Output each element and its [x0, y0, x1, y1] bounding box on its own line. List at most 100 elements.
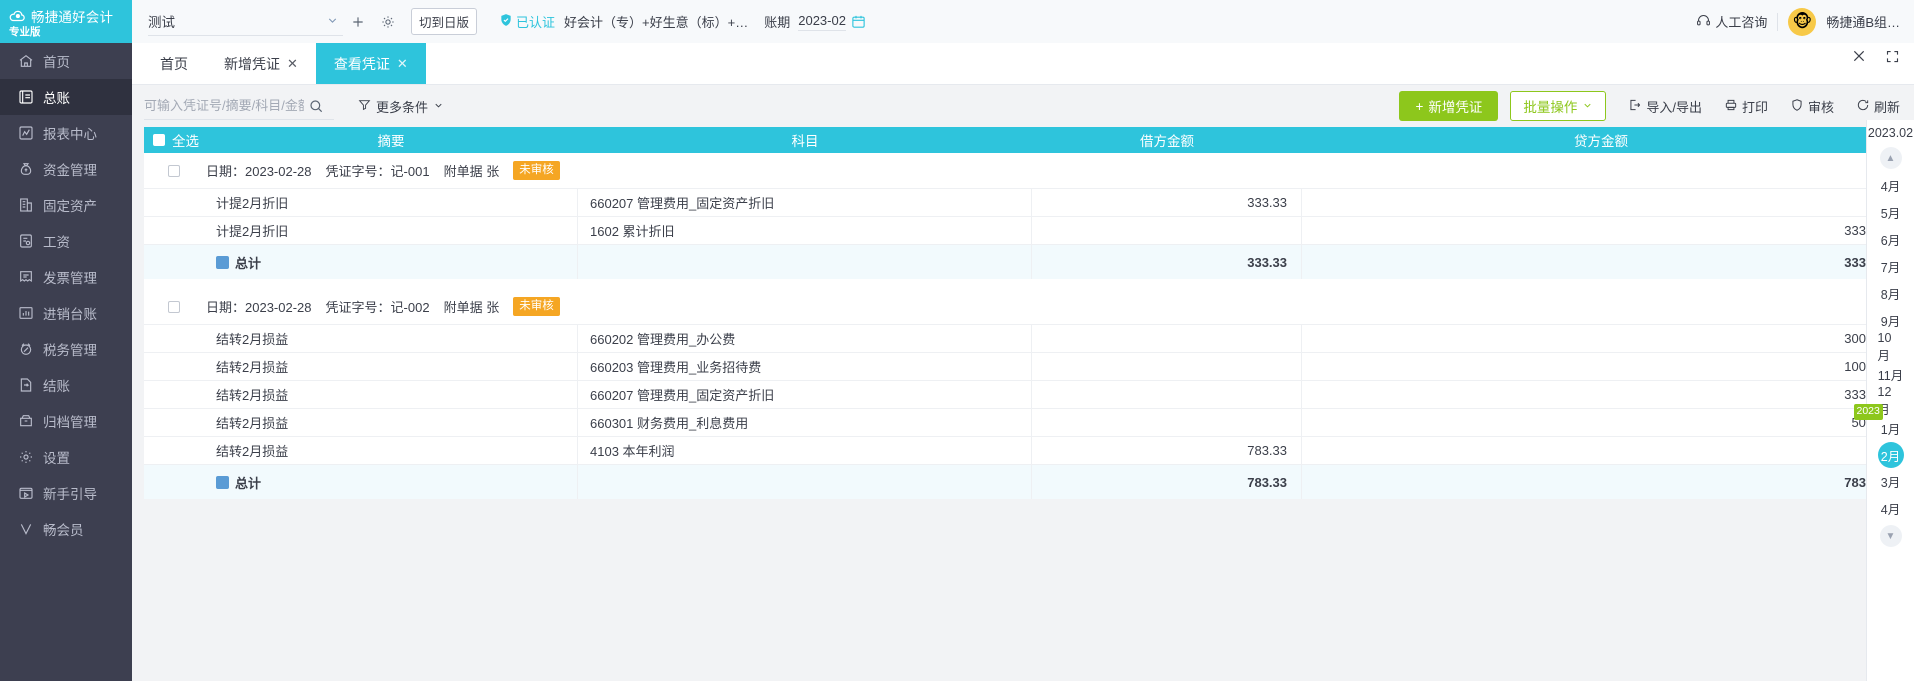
rail-month-3[interactable]: 3月 [1880, 476, 1901, 490]
gear-icon [382, 15, 394, 28]
tab-new-voucher[interactable]: 新增凭证 ✕ [206, 43, 316, 84]
table-row[interactable]: 计提2月折旧 660207 管理费用_固定资产折旧 333.33 [144, 189, 1900, 217]
close-icon[interactable]: ✕ [396, 55, 408, 71]
printer-icon [1724, 98, 1738, 115]
rail-month-8[interactable]: 8月 [1880, 288, 1901, 302]
chevron-up-icon[interactable]: ▲ [1879, 147, 1902, 169]
voucher-total-row: 总计 783.33 783.33 [144, 465, 1900, 499]
sidebar-item-home[interactable]: 首页 [0, 43, 132, 79]
table-row[interactable]: 结转2月损益 4103 本年利润 783.33 [144, 437, 1900, 465]
sidebar-item-fund-management[interactable]: 资金管理 [0, 151, 132, 187]
refresh-label: 刷新 [1873, 99, 1900, 115]
sidebar-item-label: 进销台账 [43, 307, 97, 322]
batch-action-button[interactable]: 批量操作 [1510, 91, 1607, 121]
cell-credit [1302, 189, 1900, 216]
cell-subject: 660202 管理费用_办公费 [578, 325, 1032, 352]
total-debit: 783.33 [1032, 465, 1302, 499]
sidebar-item-stock-ledger[interactable]: 进销台账 [0, 295, 132, 331]
refresh-button[interactable]: 刷新 [1856, 97, 1900, 116]
row-gutter [144, 465, 204, 499]
rail-month-5[interactable]: 5月 [1880, 207, 1901, 221]
sidebar-item-payroll[interactable]: 工资 [0, 223, 132, 259]
more-conditions-button[interactable]: 更多条件 [358, 97, 444, 116]
sidebar-item-invoice-management[interactable]: 发票管理 [0, 259, 132, 295]
sidebar-item-label: 固定资产 [43, 199, 97, 214]
period-value[interactable]: 2023-02 [798, 13, 846, 31]
voucher-checkbox[interactable] [168, 300, 180, 313]
tab-home[interactable]: 首页 [142, 43, 206, 84]
search-input[interactable] [144, 98, 304, 113]
sidebar-item-tax-management[interactable]: 税务管理 [0, 331, 132, 367]
rail-month-next-4[interactable]: 4月 [1880, 503, 1901, 517]
sidebar-item-fixed-assets[interactable]: 固定资产 [0, 187, 132, 223]
rail-month-7[interactable]: 7月 [1880, 261, 1901, 275]
table-row[interactable]: 结转2月损益 660202 管理费用_办公费 300.00 [144, 325, 1900, 353]
cell-subject: 660203 管理费用_业务招待费 [578, 353, 1032, 380]
sidebar-item-settings[interactable]: 设置 [0, 439, 132, 475]
filter-toolbar: 更多条件 + 新增凭证 批量操作 [132, 85, 1914, 127]
year-tag: 2023 [1853, 404, 1883, 420]
sidebar-item-archive-management[interactable]: 归档管理 [0, 403, 132, 439]
voucher-table-area: 全选 摘要 科目 借方金额 贷方金额 › 日期：2023-02- [132, 127, 1914, 681]
sidebar-item-general-ledger[interactable]: 总账 [0, 79, 132, 115]
chevron-down-icon[interactable]: ▼ [1879, 525, 1902, 547]
close-icon[interactable] [1851, 48, 1867, 64]
audit-button[interactable]: 审核 [1790, 97, 1834, 116]
cell-credit: 50.00 [1302, 409, 1900, 436]
sidebar-item-closing[interactable]: 结账 [0, 367, 132, 403]
import-export-button[interactable]: 导入/导出 [1628, 97, 1702, 116]
cell-credit: 333.33 [1844, 387, 1884, 402]
cell-debit [1032, 325, 1302, 352]
switch-to-old-version-button[interactable]: 切到日版 [411, 8, 478, 35]
voucher-select-cell[interactable] [144, 300, 204, 313]
search-icon[interactable] [308, 98, 324, 114]
cloud-logo-icon [8, 7, 27, 26]
rail-month-9[interactable]: 9月 [1880, 315, 1901, 329]
voucher-select-cell[interactable] [144, 164, 204, 177]
table-row[interactable]: 计提2月折旧 1602 累计折旧 333.33 [144, 217, 1900, 245]
print-button[interactable]: 打印 [1724, 97, 1768, 116]
select-all-checkbox[interactable] [153, 134, 165, 146]
expand-icon[interactable] [1885, 48, 1900, 64]
tab-label: 查看凭证 [333, 55, 390, 72]
rail-month-10[interactable]: 10月 [1877, 331, 1892, 363]
voucher-table: 全选 摘要 科目 借方金额 贷方金额 › 日期：2023-02- [144, 127, 1909, 499]
print-label: 打印 [1741, 99, 1768, 115]
sidebar-item-report-center[interactable]: 报表中心 [0, 115, 132, 151]
sidebar-item-vip-member[interactable]: 畅会员 [0, 511, 132, 547]
close-icon[interactable]: ✕ [287, 55, 298, 71]
table-row[interactable]: 结转2月损益 660203 管理费用_业务招待费 100.00 [144, 353, 1900, 381]
account-set-select[interactable]: 测试 [148, 8, 343, 36]
search-box[interactable] [144, 93, 334, 120]
username[interactable]: 畅捷通B组… [1826, 15, 1900, 30]
table-row[interactable]: 结转2月损益 660301 财务费用_利息费用 50.00 [144, 409, 1900, 437]
account-set-name: 测试 [148, 15, 175, 30]
rail-month-1[interactable]: 2023 1月 [1853, 404, 1904, 442]
row-gutter [144, 437, 204, 464]
stock-ledger-icon [18, 305, 34, 321]
add-account-button[interactable] [343, 7, 373, 37]
archive-icon [18, 413, 34, 429]
table-row[interactable]: 结转2月损益 660207 管理费用_固定资产折旧 333.33 [144, 381, 1900, 409]
select-all-cell[interactable]: 全选 [144, 127, 204, 153]
rail-month-2[interactable]: 2月 [1877, 442, 1904, 468]
avatar[interactable]: 🐵 [1788, 7, 1817, 36]
sidebar-item-newbie-guide[interactable]: 新手引导 [0, 475, 132, 511]
add-voucher-button[interactable]: + 新增凭证 [1399, 91, 1499, 121]
column-header-subject: 科目 [791, 134, 819, 149]
calculator-icon [216, 475, 229, 489]
tab-view-voucher[interactable]: 查看凭证 ✕ [315, 43, 426, 84]
invoice-icon [18, 269, 34, 285]
rail-month-4[interactable]: 4月 [1880, 180, 1901, 194]
total-label-cell: 总计 [204, 245, 578, 279]
topbar-right: 人工咨询 🐵 畅捷通B组… [1696, 7, 1900, 36]
top-bar: 测试 切到日版 已认证 好会计（专）+好生意（标）+… 账期 2023-02 [132, 0, 1914, 43]
calendar-icon[interactable] [851, 14, 866, 29]
cell-subject: 660207 管理费用_固定资产折旧 [578, 381, 1032, 408]
voucher-date: 日期：2023-02-28 [206, 164, 312, 179]
rail-month-11[interactable]: 11月 [1877, 369, 1904, 383]
rail-month-6[interactable]: 6月 [1880, 234, 1901, 248]
topbar-settings-button[interactable] [373, 7, 403, 37]
voucher-checkbox[interactable] [168, 164, 180, 177]
human-consult-button[interactable]: 人工咨询 [1696, 12, 1767, 31]
